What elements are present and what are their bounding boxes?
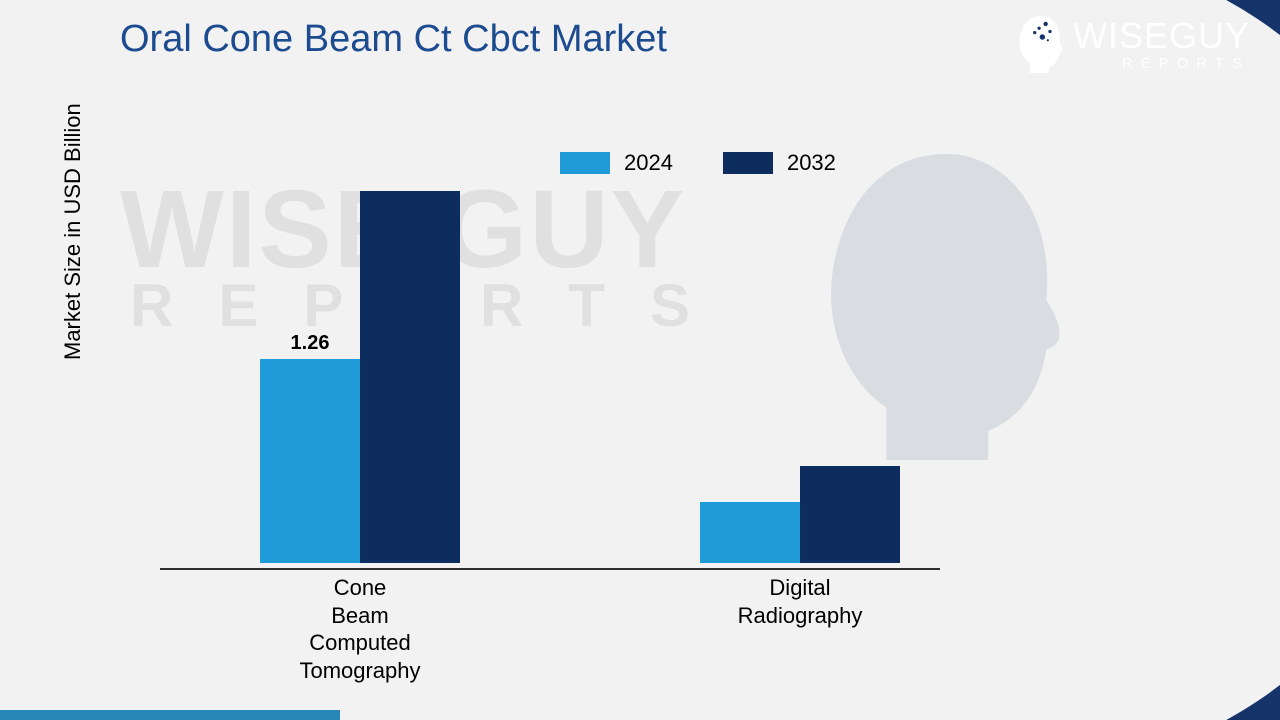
brand-head-icon	[1008, 13, 1068, 73]
legend-item-2024: 2024	[560, 150, 673, 176]
bar-chart: 1.26ConeBeamComputedTomography DigitalRad…	[160, 190, 940, 570]
footer-accent-bar	[0, 710, 340, 720]
right-side-panel	[980, 0, 1280, 720]
bar	[800, 466, 900, 563]
legend-item-2032: 2032	[723, 150, 836, 176]
bar-value-label: 1.26	[260, 332, 360, 359]
x-axis-category-label: ConeBeamComputedTomography	[260, 568, 460, 684]
brand-name-line1: WISEGUY	[1073, 18, 1250, 54]
chart-title: Oral Cone Beam Ct Cbct Market	[120, 18, 667, 61]
legend-swatch-2032	[723, 152, 773, 174]
legend-swatch-2024	[560, 152, 610, 174]
bar-group: 1.26ConeBeamComputedTomography	[260, 191, 460, 568]
page: WISE GUY REPORTS WISEGUY REPORTS Oral Co…	[0, 0, 1280, 720]
plot-area: 1.26ConeBeamComputedTomography DigitalRad…	[160, 190, 940, 570]
bar-group: DigitalRadiography	[700, 466, 900, 568]
brand-logo: WISEGUY REPORTS	[1073, 18, 1250, 71]
legend-label-2024: 2024	[624, 150, 673, 176]
bar	[260, 359, 360, 563]
y-axis-label: Market Size in USD Billion	[60, 103, 86, 360]
bar	[700, 502, 800, 563]
x-axis-category-label: DigitalRadiography	[700, 568, 900, 629]
bar	[360, 191, 460, 563]
brand-name-line2: REPORTS	[1073, 56, 1250, 71]
legend-label-2032: 2032	[787, 150, 836, 176]
legend: 2024 2032	[560, 150, 836, 176]
